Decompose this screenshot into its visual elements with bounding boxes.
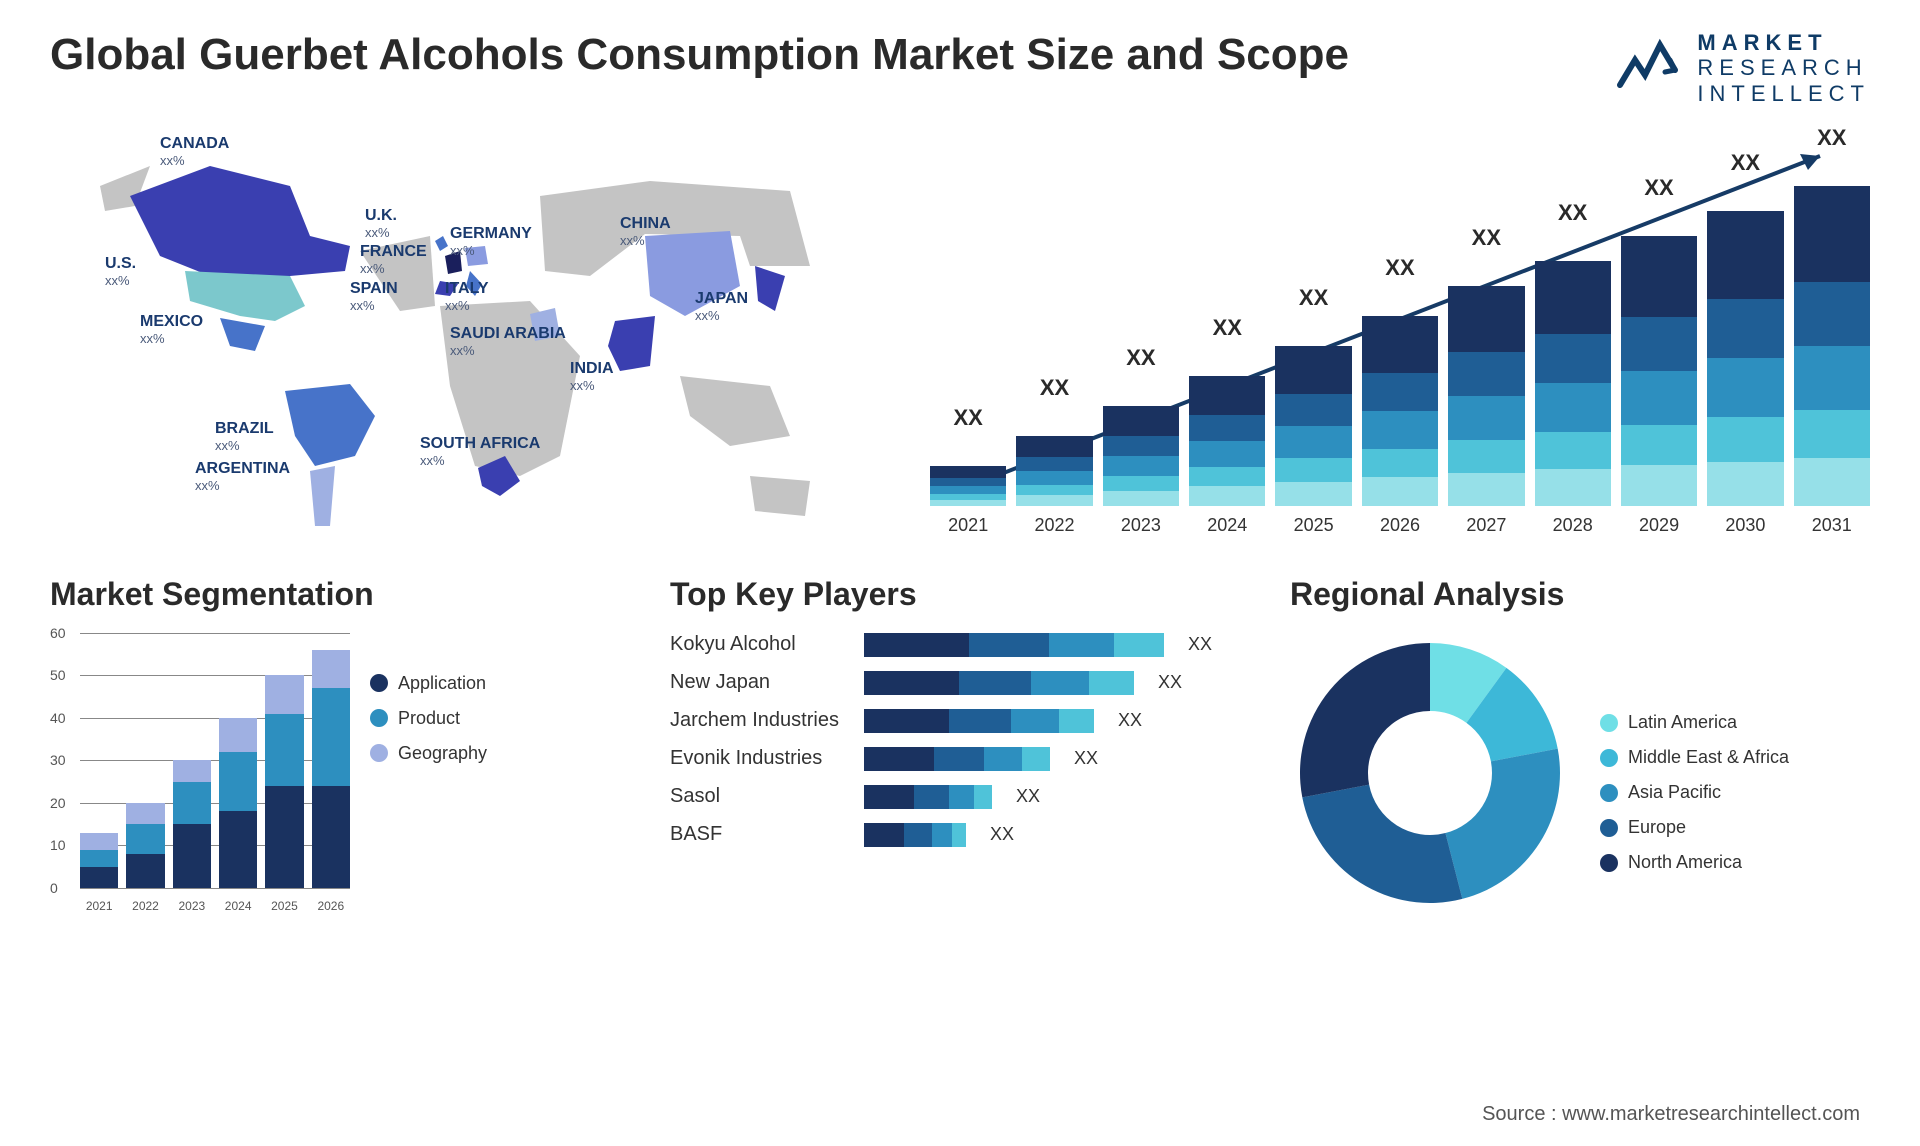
legend-item: Middle East & Africa <box>1600 747 1789 768</box>
world-map: CANADAxx% U.S.xx%MEXICOxx% BRAZILxx% ARGENT… <box>50 136 870 536</box>
legend-item: Latin America <box>1600 712 1789 733</box>
legend-item: Europe <box>1600 817 1789 838</box>
map-label: U.K.xx% <box>365 208 397 242</box>
regional-donut <box>1290 633 1570 913</box>
segmentation-panel: Market Segmentation 20212022202320242025… <box>50 576 630 913</box>
legend-item: Asia Pacific <box>1600 782 1789 803</box>
logo-text: MARKET RESEARCH INTELLECT <box>1697 30 1870 106</box>
map-label: BRAZILxx% <box>215 421 274 455</box>
player-row: New JapanXX <box>670 671 1250 695</box>
player-row: BASFXX <box>670 823 1250 847</box>
segmentation-title: Market Segmentation <box>50 576 630 613</box>
map-label: U.S.xx% <box>105 256 136 290</box>
map-label: GERMANYxx% <box>450 226 532 260</box>
map-label: FRANCExx% <box>360 244 427 278</box>
players-panel: Top Key Players Kokyu AlcoholXX New Japan… <box>670 576 1250 913</box>
map-label: ITALYxx% <box>445 281 489 315</box>
map-label: SPAINxx% <box>350 281 398 315</box>
player-row: Jarchem IndustriesXX <box>670 709 1250 733</box>
legend-item: Product <box>370 708 487 729</box>
segmentation-bars: 202120222023202420252026 0102030405060 <box>50 633 350 913</box>
regional-title: Regional Analysis <box>1290 576 1870 613</box>
player-row: SasolXX <box>670 785 1250 809</box>
source-text: Source : www.marketresearchintellect.com <box>1482 1103 1860 1126</box>
map-label: JAPANxx% <box>695 291 748 325</box>
legend-item: Application <box>370 673 487 694</box>
map-label: MEXICOxx% <box>140 314 203 348</box>
map-label: SAUDI ARABIAxx% <box>450 326 566 360</box>
players-title: Top Key Players <box>670 576 1250 613</box>
segmentation-legend: Application Product Geography <box>370 633 487 913</box>
legend-item: Geography <box>370 743 487 764</box>
map-label: CANADAxx% <box>160 136 229 170</box>
logo-mark-icon <box>1615 30 1685 105</box>
page-title: Global Guerbet Alcohols Consumption Mark… <box>50 30 1349 80</box>
forecast-chart: XXXXXXXXXXXXXXXXXXXXXX 20212022202320242… <box>930 136 1870 536</box>
map-label: ARGENTINAxx% <box>195 461 290 495</box>
legend-item: North America <box>1600 852 1789 873</box>
regional-legend: Latin America Middle East & Africa Asia Pa… <box>1600 672 1789 873</box>
brand-logo: MARKET RESEARCH INTELLECT <box>1615 30 1870 106</box>
player-row: Kokyu AlcoholXX <box>670 633 1250 657</box>
map-label: INDIAxx% <box>570 361 614 395</box>
regional-panel: Regional Analysis Latin America Middle Ea… <box>1290 576 1870 913</box>
player-row: Evonik IndustriesXX <box>670 747 1250 771</box>
map-label: CHINAxx% <box>620 216 671 250</box>
map-label: SOUTH AFRICAxx% <box>420 436 540 470</box>
